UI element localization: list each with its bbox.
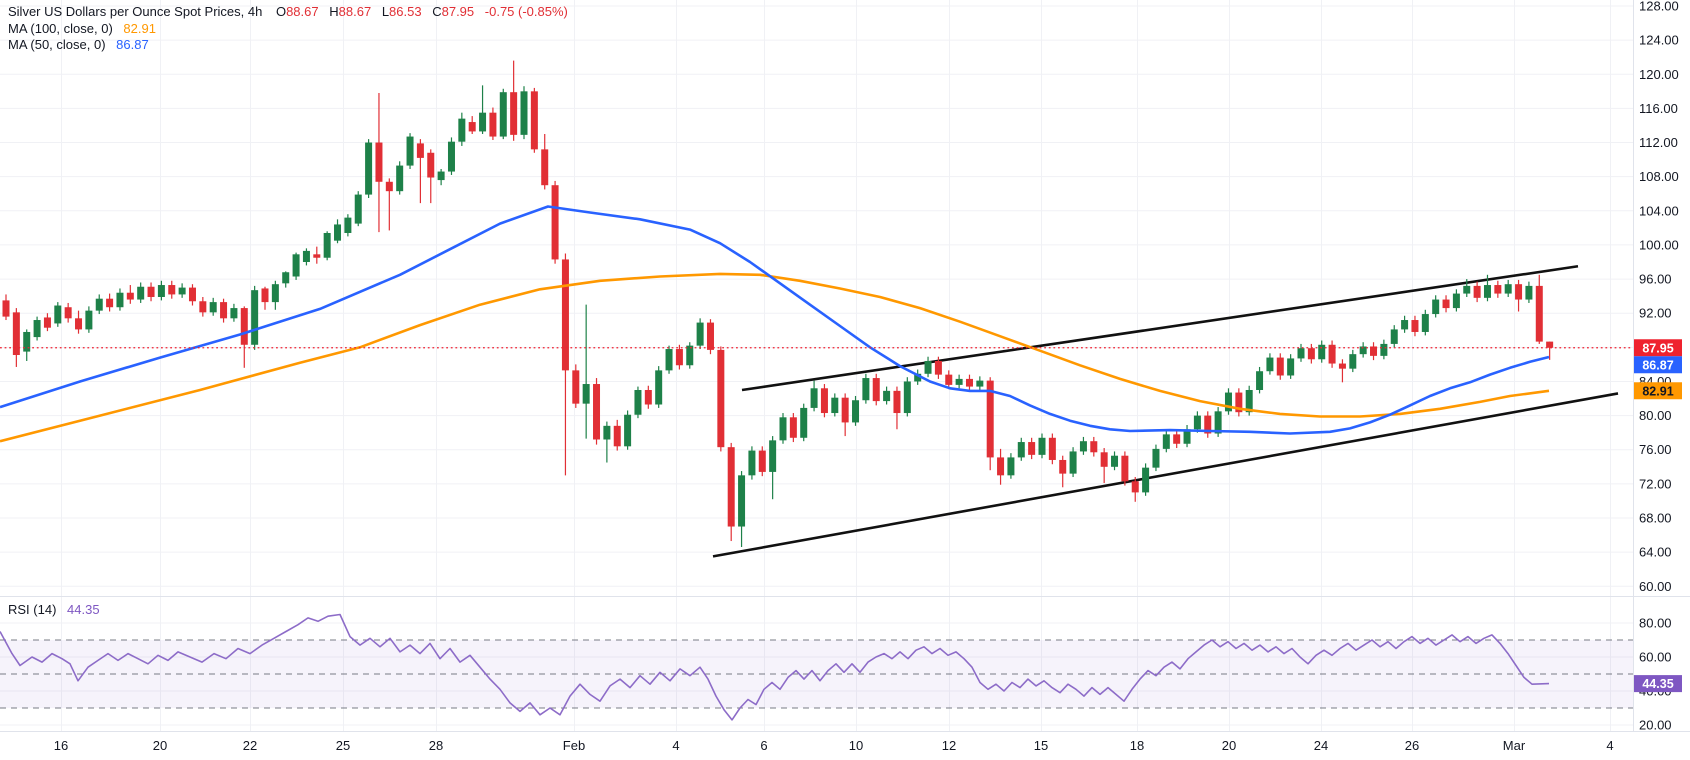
svg-text:86.87: 86.87 [1642, 358, 1673, 372]
rsi-line[interactable] [0, 613, 1550, 721]
svg-text:87.95: 87.95 [1642, 341, 1673, 355]
time-tick-16[interactable]: 16 [54, 738, 68, 753]
svg-text:60.00: 60.00 [1639, 579, 1672, 594]
svg-text:92.00: 92.00 [1639, 306, 1672, 321]
time-tick-20[interactable]: 20 [1222, 738, 1236, 753]
svg-text:60.00: 60.00 [1639, 650, 1672, 665]
time-axis-labels: 16 20 22 25 28 Feb 4 6 10 12 15 18 20 24 26 Mar 4 [54, 738, 1614, 753]
time-tick-Feb[interactable]: Feb [563, 738, 585, 753]
time-tick-10[interactable]: 10 [849, 738, 863, 753]
svg-text:82.91: 82.91 [1642, 384, 1673, 398]
time-tick-28[interactable]: 28 [429, 738, 443, 753]
candles [2, 60, 1554, 548]
svg-text:120.00: 120.00 [1639, 67, 1679, 82]
svg-text:64.00: 64.00 [1639, 545, 1672, 560]
svg-text:100.00: 100.00 [1639, 237, 1679, 252]
channel-lower-line[interactable] [712, 392, 1619, 558]
time-tick-25[interactable]: 25 [336, 738, 350, 753]
time-tick-6[interactable]: 6 [760, 738, 767, 753]
channel-upper-line[interactable] [741, 264, 1579, 392]
rsi-band [0, 639, 1633, 709]
svg-text:68.00: 68.00 [1639, 510, 1672, 525]
time-tick-26[interactable]: 26 [1405, 738, 1419, 753]
svg-text:80.00: 80.00 [1639, 616, 1672, 631]
svg-text:108.00: 108.00 [1639, 169, 1679, 184]
time-tick-22[interactable]: 22 [243, 738, 257, 753]
svg-text:124.00: 124.00 [1639, 33, 1679, 48]
time-tick-12[interactable]: 12 [942, 738, 956, 753]
price-axis-labels: 128.00 124.00 120.00 116.00 112.00 108.00 104.… [1639, 0, 1679, 594]
time-tick-4[interactable]: 4 [1606, 738, 1613, 753]
time-tick-4[interactable]: 4 [672, 738, 679, 753]
time-tick-18[interactable]: 18 [1130, 738, 1144, 753]
ma50-line[interactable] [0, 205, 1550, 435]
ma100-line[interactable] [0, 272, 1550, 443]
svg-text:104.00: 104.00 [1639, 203, 1679, 218]
svg-text:20.00: 20.00 [1639, 718, 1672, 733]
trend-channel [712, 264, 1619, 558]
time-tick-20[interactable]: 20 [153, 738, 167, 753]
pane-separators [0, 0, 1690, 732]
rsi-value-badge: 44.35 [1634, 675, 1682, 693]
svg-text:96.00: 96.00 [1639, 272, 1672, 287]
time-tick-Mar[interactable]: Mar [1503, 738, 1526, 753]
svg-text:116.00: 116.00 [1639, 101, 1678, 116]
svg-text:128.00: 128.00 [1639, 0, 1679, 14]
svg-text:80.00: 80.00 [1639, 408, 1672, 423]
last-price-badge: 87.95 [1634, 339, 1682, 357]
svg-text:76.00: 76.00 [1639, 442, 1672, 457]
svg-text:72.00: 72.00 [1639, 476, 1672, 491]
time-tick-15[interactable]: 15 [1034, 738, 1048, 753]
time-tick-24[interactable]: 24 [1314, 738, 1328, 753]
svg-text:44.35: 44.35 [1642, 677, 1673, 691]
svg-text:112.00: 112.00 [1639, 135, 1678, 150]
gridlines [0, 0, 1633, 731]
ma50-price-badge: 86.87 [1634, 356, 1682, 374]
ma100-price-badge: 82.91 [1634, 382, 1682, 400]
